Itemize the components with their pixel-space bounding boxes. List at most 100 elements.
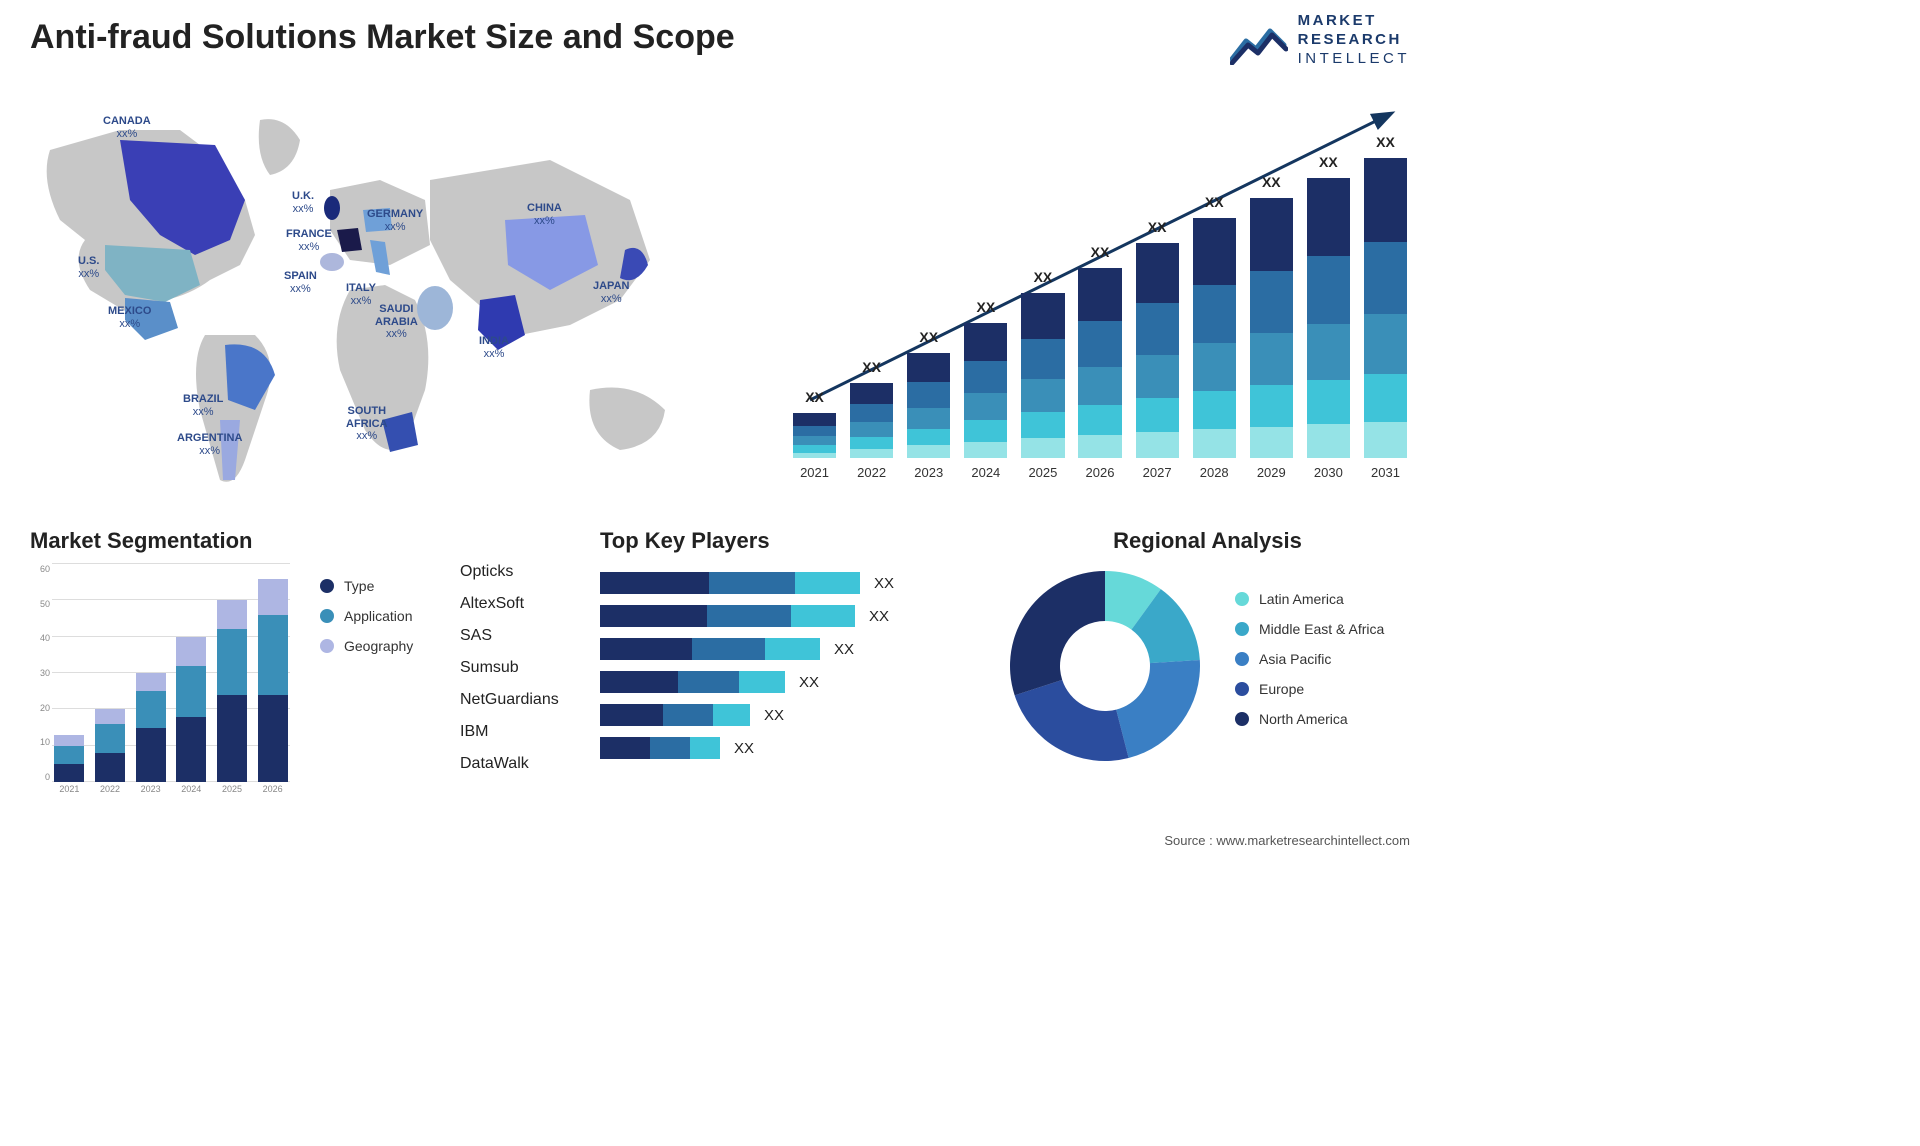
- map-label-mexico: MEXICOxx%: [108, 305, 151, 330]
- trend-bar-value: XX: [1205, 194, 1224, 210]
- regional-legend: Latin America Middle East & Africa Asia Pa…: [1235, 591, 1384, 741]
- map-label-brazil: BRAZILxx%: [183, 393, 223, 418]
- company-item: IBM: [460, 716, 559, 748]
- map-label-india: INDIAxx%: [479, 335, 509, 360]
- regional-panel: Regional Analysis Latin America Middle Ea…: [1005, 528, 1410, 766]
- player-value: XX: [869, 608, 889, 625]
- trend-bar-value: XX: [805, 389, 824, 405]
- trend-xlabel: 2029: [1247, 465, 1296, 480]
- segmentation-bar: [258, 579, 288, 782]
- trend-xlabel: 2023: [904, 465, 953, 480]
- source-attribution: Source : www.marketresearchintellect.com: [1164, 833, 1410, 848]
- player-value: XX: [734, 740, 754, 757]
- regional-donut: [1005, 566, 1205, 766]
- map-label-italy: ITALYxx%: [346, 282, 376, 307]
- company-item: AltexSoft: [460, 588, 559, 620]
- segmentation-bar: [54, 735, 84, 782]
- trend-bar: XX: [904, 329, 953, 458]
- trend-xlabel: 2025: [1018, 465, 1067, 480]
- segmentation-bar: [136, 673, 166, 782]
- map-label-uk: U.K.xx%: [292, 190, 314, 215]
- map-label-canada: CANADAxx%: [103, 115, 151, 140]
- trend-chart: XXXXXXXXXXXXXXXXXXXXXX 20212022202320242…: [790, 100, 1410, 480]
- segmentation-bar: [217, 600, 247, 782]
- trend-bar-value: XX: [1148, 219, 1167, 235]
- donut-slice: [1116, 660, 1200, 758]
- map-label-spain: SPAINxx%: [284, 270, 317, 295]
- legend-item: Geography: [320, 638, 413, 654]
- legend-item: North America: [1235, 711, 1384, 727]
- trend-bar: XX: [1304, 154, 1353, 458]
- legend-item: Middle East & Africa: [1235, 621, 1384, 637]
- legend-item: Latin America: [1235, 591, 1384, 607]
- trend-xlabel: 2030: [1304, 465, 1353, 480]
- segmentation-bar: [176, 637, 206, 782]
- trend-xlabel: 2031: [1361, 465, 1410, 480]
- segmentation-xlabel: 2023: [136, 784, 166, 804]
- trend-bar-value: XX: [1262, 174, 1281, 190]
- trend-bar: XX: [847, 359, 896, 458]
- segmentation-xlabel: 2024: [176, 784, 206, 804]
- trend-bar: XX: [1133, 219, 1182, 458]
- trend-bar-value: XX: [976, 299, 995, 315]
- logo-line1: MARKET: [1298, 12, 1410, 31]
- top-players-title: Top Key Players: [600, 528, 980, 554]
- segmentation-xlabel: 2026: [258, 784, 288, 804]
- donut-slice: [1010, 571, 1105, 695]
- trend-bar: XX: [1247, 174, 1296, 458]
- player-value: XX: [874, 575, 894, 592]
- regional-title: Regional Analysis: [1005, 528, 1410, 554]
- trend-bar-value: XX: [1319, 154, 1338, 170]
- map-label-germany: GERMANYxx%: [367, 208, 423, 233]
- trend-bar-value: XX: [1376, 134, 1395, 150]
- player-value: XX: [834, 641, 854, 658]
- trend-bar: XX: [1190, 194, 1239, 458]
- player-row: XX: [600, 737, 980, 759]
- segmentation-title: Market Segmentation: [30, 528, 450, 554]
- top-players-panel: Top Key Players XX XX XX XX XX XX: [600, 528, 980, 770]
- legend-item: Asia Pacific: [1235, 651, 1384, 667]
- company-item: SAS: [460, 620, 559, 652]
- legend-item: Europe: [1235, 681, 1384, 697]
- legend-item: Application: [320, 608, 413, 624]
- trend-bar-value: XX: [862, 359, 881, 375]
- map-label-japan: JAPANxx%: [593, 280, 629, 305]
- player-row: XX: [600, 605, 980, 627]
- trend-xlabel: 2028: [1190, 465, 1239, 480]
- logo-line2: RESEARCH: [1298, 31, 1410, 50]
- map-label-saudi: SAUDIARABIAxx%: [375, 303, 418, 341]
- top-players-chart: XX XX XX XX XX XX: [600, 572, 980, 759]
- company-item: DataWalk: [460, 748, 559, 780]
- player-row: XX: [600, 704, 980, 726]
- trend-bar: XX: [1361, 134, 1410, 458]
- trend-bar: XX: [961, 299, 1010, 458]
- trend-xlabel: 2027: [1133, 465, 1182, 480]
- map-label-safrica: SOUTHAFRICAxx%: [346, 405, 388, 443]
- map-label-france: FRANCExx%: [286, 228, 332, 253]
- logo-line3: INTELLECT: [1298, 50, 1410, 69]
- player-row: XX: [600, 638, 980, 660]
- trend-xlabel: 2026: [1075, 465, 1124, 480]
- player-value: XX: [799, 674, 819, 691]
- segmentation-panel: Market Segmentation 6050403020100 202120…: [30, 528, 450, 804]
- company-item: Opticks: [460, 556, 559, 588]
- trend-bar: XX: [1075, 244, 1124, 458]
- player-value: XX: [764, 707, 784, 724]
- map-label-argentina: ARGENTINAxx%: [177, 432, 242, 457]
- segmentation-chart: 6050403020100 202120222023202420252026: [30, 564, 290, 804]
- logo-mark-icon: [1230, 15, 1288, 65]
- brand-logo: MARKET RESEARCH INTELLECT: [1230, 12, 1410, 68]
- world-map: CANADAxx%U.S.xx%MEXICOxx%BRAZILxx%ARGENT…: [30, 90, 710, 490]
- segmentation-bar: [95, 709, 125, 782]
- trend-bar-value: XX: [1034, 269, 1053, 285]
- trend-xlabel: 2021: [790, 465, 839, 480]
- segmentation-legend: Type Application Geography: [320, 578, 413, 668]
- donut-slice: [1015, 680, 1129, 761]
- segmentation-xlabel: 2022: [95, 784, 125, 804]
- trend-bar-value: XX: [1091, 244, 1110, 260]
- trend-bar-value: XX: [919, 329, 938, 345]
- player-row: XX: [600, 572, 980, 594]
- company-item: NetGuardians: [460, 684, 559, 716]
- legend-item: Type: [320, 578, 413, 594]
- segmentation-xlabel: 2021: [54, 784, 84, 804]
